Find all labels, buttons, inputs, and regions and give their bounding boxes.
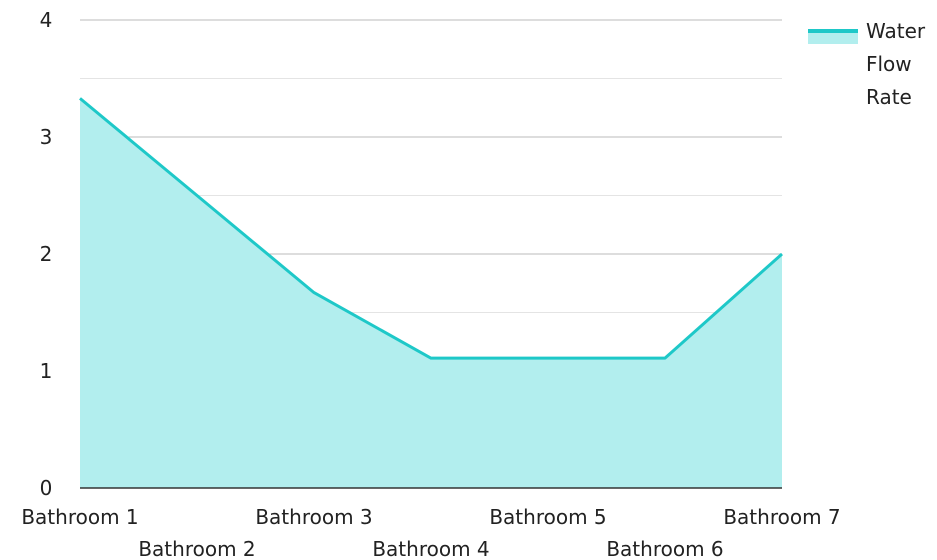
x-tick-label: Bathroom 7	[723, 505, 840, 529]
legend[interactable]: Water Flow Rate	[808, 19, 926, 109]
y-tick-label: 4	[40, 8, 53, 32]
y-axis-tick-labels: 0 1 2 3 4	[40, 8, 53, 500]
x-tick-label: Bathroom 4	[372, 537, 489, 560]
legend-label-line: Flow	[866, 52, 912, 76]
legend-label-line: Water	[866, 19, 926, 43]
legend-label: Water Flow Rate	[866, 19, 926, 109]
y-tick-label: 0	[40, 476, 53, 500]
x-tick-label: Bathroom 1	[21, 505, 138, 529]
series-line	[79, 97, 783, 360]
y-tick-label: 3	[40, 125, 53, 149]
x-tick-label: Bathroom 2	[138, 537, 255, 560]
y-tick-label: 1	[40, 359, 53, 383]
x-tick-label: Bathroom 5	[489, 505, 606, 529]
x-tick-label: Bathroom 6	[606, 537, 723, 560]
series-area	[80, 98, 782, 488]
x-tick-label: Bathroom 3	[255, 505, 372, 529]
legend-label-line: Rate	[866, 85, 912, 109]
y-tick-label: 2	[40, 242, 53, 266]
legend-swatch	[808, 30, 858, 44]
